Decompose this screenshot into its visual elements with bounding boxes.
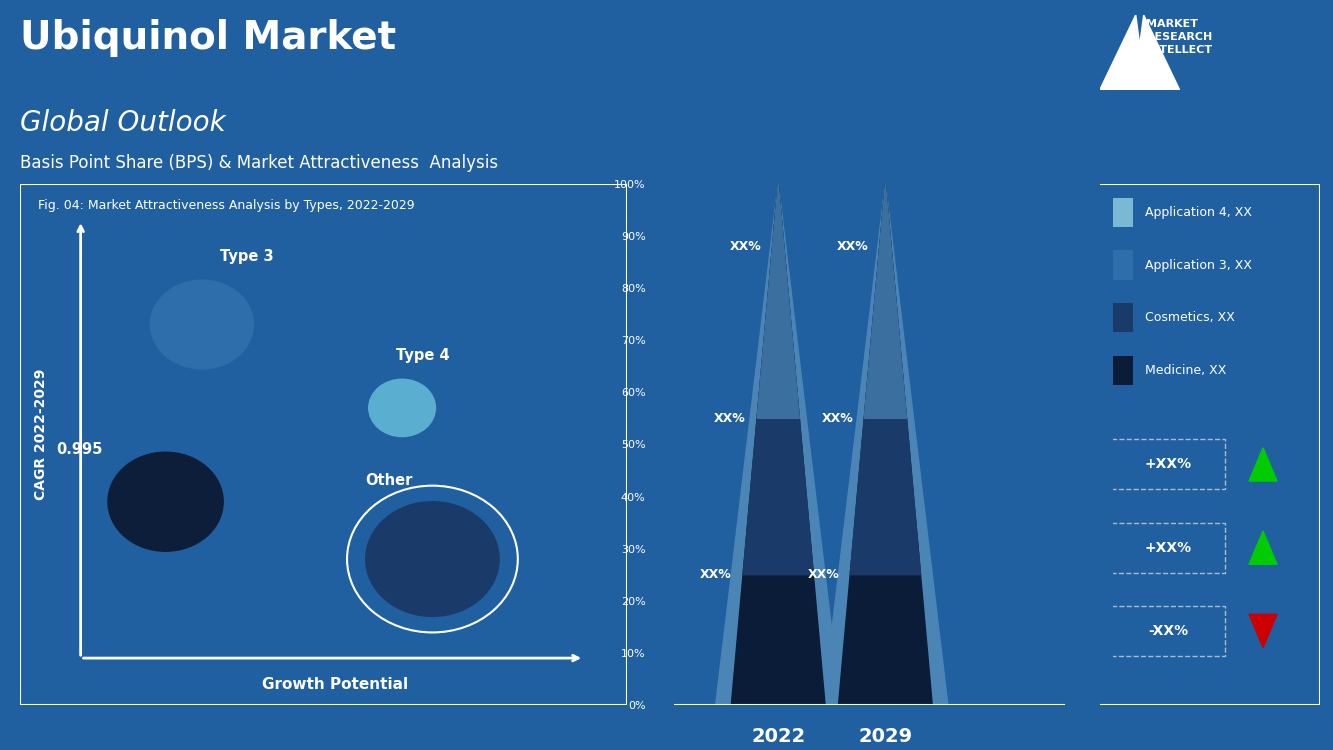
Text: Global Outlook: Global Outlook: [20, 109, 225, 136]
Text: -XX%: -XX%: [1148, 624, 1188, 638]
Text: Basis Point Share (BPS) & Market Attractiveness  Analysis: Basis Point Share (BPS) & Market Attract…: [20, 154, 499, 172]
Text: CAGR 2022-2029: CAGR 2022-2029: [35, 368, 48, 500]
FancyBboxPatch shape: [1112, 523, 1225, 573]
Text: 2022: 2022: [750, 727, 805, 746]
Circle shape: [108, 452, 223, 551]
Polygon shape: [864, 184, 906, 418]
Text: +XX%: +XX%: [1145, 458, 1192, 472]
Text: Other: Other: [365, 473, 413, 488]
Text: XX%: XX%: [714, 412, 746, 424]
Text: XX%: XX%: [700, 568, 732, 581]
Polygon shape: [838, 184, 932, 705]
Text: Cosmetics, XX: Cosmetics, XX: [1145, 311, 1234, 324]
Polygon shape: [822, 184, 948, 705]
Text: Application 4, XX: Application 4, XX: [1145, 206, 1252, 219]
Text: Growth Potential: Growth Potential: [263, 677, 408, 692]
Bar: [1113, 303, 1133, 332]
Bar: [1113, 356, 1133, 385]
Text: 2029: 2029: [858, 727, 913, 746]
Circle shape: [151, 280, 253, 369]
Bar: [1113, 198, 1133, 227]
Polygon shape: [757, 184, 800, 418]
Circle shape: [369, 380, 436, 436]
Text: Ubiquinol Market: Ubiquinol Market: [20, 19, 396, 57]
Text: XX%: XX%: [837, 240, 869, 253]
Polygon shape: [716, 184, 841, 705]
Polygon shape: [850, 184, 921, 574]
Polygon shape: [1249, 614, 1277, 647]
Polygon shape: [1249, 448, 1277, 481]
Polygon shape: [1100, 15, 1180, 90]
Text: Application 3, XX: Application 3, XX: [1145, 259, 1252, 272]
Text: Fig. 04: Market Attractiveness Analysis by Types, 2022-2029: Fig. 04: Market Attractiveness Analysis …: [39, 200, 415, 212]
FancyBboxPatch shape: [1112, 606, 1225, 656]
Text: XX%: XX%: [821, 412, 853, 424]
Polygon shape: [742, 184, 813, 574]
Text: Medicine, XX: Medicine, XX: [1145, 364, 1226, 376]
Text: Fig. 05: Basis Point Share (BPS) Analysis, by Types, 2022 vs 2029: Fig. 05: Basis Point Share (BPS) Analysi…: [666, 200, 1073, 212]
Text: +XX%: +XX%: [1145, 541, 1192, 555]
Bar: [1113, 251, 1133, 280]
Text: 0.995: 0.995: [56, 442, 103, 457]
Text: XX%: XX%: [729, 240, 761, 253]
Text: MARKET
RESEARCH
INTELLECT: MARKET RESEARCH INTELLECT: [1146, 19, 1213, 55]
Circle shape: [365, 502, 499, 616]
Text: Type 3: Type 3: [220, 249, 273, 264]
Polygon shape: [732, 184, 825, 705]
Text: XX%: XX%: [808, 568, 838, 581]
Polygon shape: [1249, 531, 1277, 564]
Text: Type 4: Type 4: [396, 348, 449, 363]
FancyBboxPatch shape: [1112, 440, 1225, 490]
